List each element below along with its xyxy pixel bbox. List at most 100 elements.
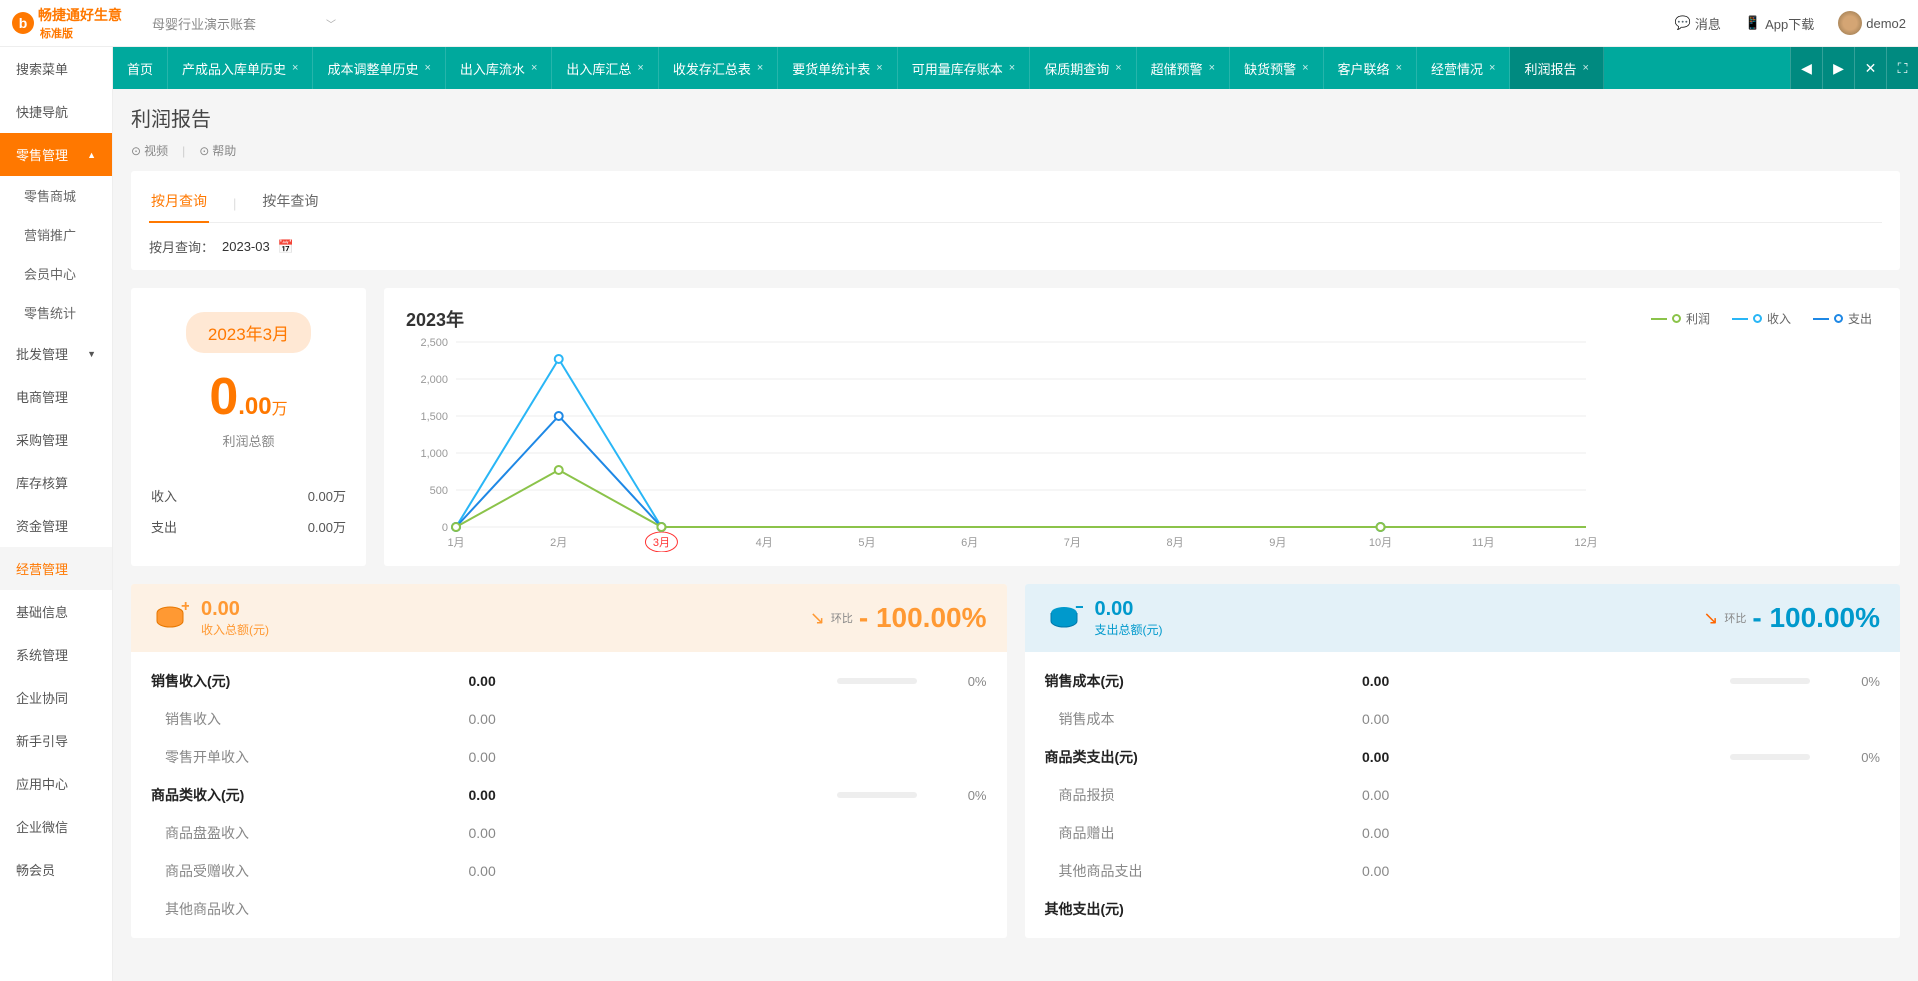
close-icon[interactable]: ×	[1009, 62, 1015, 74]
account-name: 母婴行业演示账套	[152, 14, 256, 33]
income-trend-value: - 100.00%	[859, 602, 987, 634]
logo-mark: b	[12, 12, 34, 34]
query-tab-1[interactable]: 按年查询	[260, 185, 320, 222]
sidebar-item-2[interactable]: 零售管理▲	[0, 133, 112, 176]
summary-row: 支出0.00万	[149, 511, 348, 542]
tab-11[interactable]: 客户联络×	[1324, 47, 1417, 89]
tab-0[interactable]: 首页	[113, 47, 168, 89]
video-link[interactable]: ⊙视频	[131, 142, 168, 159]
sidebar-item-12[interactable]: 经营管理	[0, 547, 112, 590]
tab-4[interactable]: 出入库汇总×	[552, 47, 658, 89]
close-icon[interactable]: ×	[1489, 62, 1495, 74]
svg-text:7月: 7月	[1064, 537, 1081, 549]
sidebar-item-13[interactable]: 基础信息	[0, 590, 112, 633]
income-sublabel: 收入总额(元)	[201, 621, 269, 638]
close-icon[interactable]: ×	[424, 62, 430, 74]
app-download-label: App下载	[1765, 14, 1814, 33]
close-icon[interactable]: ×	[1396, 62, 1402, 74]
summary-period: 2023年3月	[186, 312, 311, 353]
close-icon[interactable]: ×	[1209, 62, 1215, 74]
close-icon[interactable]: ×	[757, 62, 763, 74]
sidebar-item-8[interactable]: 电商管理	[0, 375, 112, 418]
user-menu[interactable]: demo2	[1838, 11, 1906, 35]
tabs-close-all[interactable]: ✕	[1854, 47, 1886, 89]
svg-text:9月: 9月	[1269, 537, 1286, 549]
tab-label: 要货单统计表	[792, 59, 870, 78]
tab-label: 可用量库存账本	[912, 59, 1003, 78]
stat-line: 商品报损0.00	[1045, 776, 1881, 814]
stat-line: 商品类支出(元)0.000%	[1045, 738, 1881, 776]
close-icon[interactable]: ×	[1582, 62, 1588, 74]
tab-13[interactable]: 利润报告×	[1510, 47, 1603, 89]
date-label: 按月查询：	[149, 237, 214, 256]
sidebar-item-label: 新手引导	[16, 731, 68, 750]
svg-text:−: −	[1075, 599, 1083, 617]
sidebar-item-18[interactable]: 企业微信	[0, 805, 112, 848]
sidebar-item-15[interactable]: 企业协同	[0, 676, 112, 719]
tabs-scroll-left[interactable]: ◀	[1790, 47, 1822, 89]
close-icon[interactable]: ×	[1302, 62, 1308, 74]
sidebar-item-1[interactable]: 快捷导航	[0, 90, 112, 133]
caret-icon: ▼	[87, 349, 96, 359]
tab-7[interactable]: 可用量库存账本 ×	[898, 47, 1030, 89]
sidebar-item-3[interactable]: 零售商城	[0, 176, 112, 215]
close-icon[interactable]: ×	[531, 62, 537, 74]
tab-3[interactable]: 出入库流水 ×	[446, 47, 552, 89]
svg-text:10月: 10月	[1369, 537, 1392, 549]
svg-text:5月: 5月	[858, 537, 875, 549]
account-selector[interactable]: 母婴行业演示账套 ﹀	[152, 14, 336, 33]
close-icon[interactable]: ×	[1115, 62, 1121, 74]
sidebar-item-7[interactable]: 批发管理▼	[0, 332, 112, 375]
tab-2[interactable]: 成本调整单历史×	[313, 47, 445, 89]
summary-label: 利润总额	[149, 431, 348, 450]
sidebar-item-11[interactable]: 资金管理	[0, 504, 112, 547]
sidebar-item-label: 企业协同	[16, 688, 68, 707]
svg-text:3月: 3月	[653, 537, 670, 549]
svg-text:1,000: 1,000	[420, 448, 448, 460]
logo-text: 畅捷通好生意	[38, 7, 122, 23]
tab-6[interactable]: 要货单统计表 ×	[778, 47, 897, 89]
tab-8[interactable]: 保质期查询×	[1030, 47, 1136, 89]
sidebar-item-9[interactable]: 采购管理	[0, 418, 112, 461]
sidebar-item-17[interactable]: 应用中心	[0, 762, 112, 805]
expense-amount: 0.00	[1095, 598, 1163, 621]
svg-text:500: 500	[430, 485, 448, 497]
app-download-link[interactable]: 📱 App下载	[1745, 14, 1814, 33]
sidebar-item-16[interactable]: 新手引导	[0, 719, 112, 762]
tabs-scroll-right[interactable]: ▶	[1822, 47, 1854, 89]
sidebar-item-10[interactable]: 库存核算	[0, 461, 112, 504]
fullscreen-toggle[interactable]: ⛶	[1886, 47, 1918, 89]
stat-line: 其他商品收入	[151, 890, 987, 928]
close-icon[interactable]: ×	[292, 62, 298, 74]
query-tab-0[interactable]: 按月查询	[149, 185, 209, 223]
tab-label: 出入库流水	[460, 59, 525, 78]
sidebar-item-6[interactable]: 零售统计	[0, 293, 112, 332]
tab-12[interactable]: 经营情况×	[1417, 47, 1510, 89]
sidebar-item-label: 经营管理	[16, 559, 68, 578]
calendar-icon[interactable]: 📅	[278, 239, 294, 255]
tab-9[interactable]: 超储预警×	[1137, 47, 1230, 89]
help-link[interactable]: ⊙帮助	[199, 142, 236, 159]
line-chart: 05001,0001,5002,0002,5001月2月3月4月5月6月7月8月…	[406, 332, 1606, 552]
chevron-down-icon: ﹀	[326, 16, 336, 31]
svg-text:11月: 11月	[1472, 537, 1494, 549]
sidebar-item-label: 零售管理	[16, 145, 68, 164]
sidebar-item-label: 采购管理	[16, 430, 68, 449]
sidebar-item-label: 快捷导航	[16, 102, 68, 121]
tab-5[interactable]: 收发存汇总表×	[659, 47, 778, 89]
date-value[interactable]: 2023-03	[222, 239, 270, 254]
stat-line: 其他商品支出0.00	[1045, 852, 1881, 890]
sidebar-item-label: 零售统计	[24, 306, 76, 321]
close-icon[interactable]: ×	[637, 62, 643, 74]
sidebar-item-14[interactable]: 系统管理	[0, 633, 112, 676]
messages-link[interactable]: 💬 消息	[1675, 14, 1721, 33]
tab-1[interactable]: 产成品入库单历史×	[168, 47, 313, 89]
sidebar-item-0[interactable]: 搜索菜单	[0, 47, 112, 90]
sidebar-item-label: 系统管理	[16, 645, 68, 664]
tab-10[interactable]: 缺货预警×	[1230, 47, 1323, 89]
message-icon: 💬	[1675, 15, 1691, 31]
sidebar-item-19[interactable]: 畅会员	[0, 848, 112, 891]
sidebar-item-5[interactable]: 会员中心	[0, 254, 112, 293]
close-icon[interactable]: ×	[876, 62, 882, 74]
sidebar-item-4[interactable]: 营销推广	[0, 215, 112, 254]
